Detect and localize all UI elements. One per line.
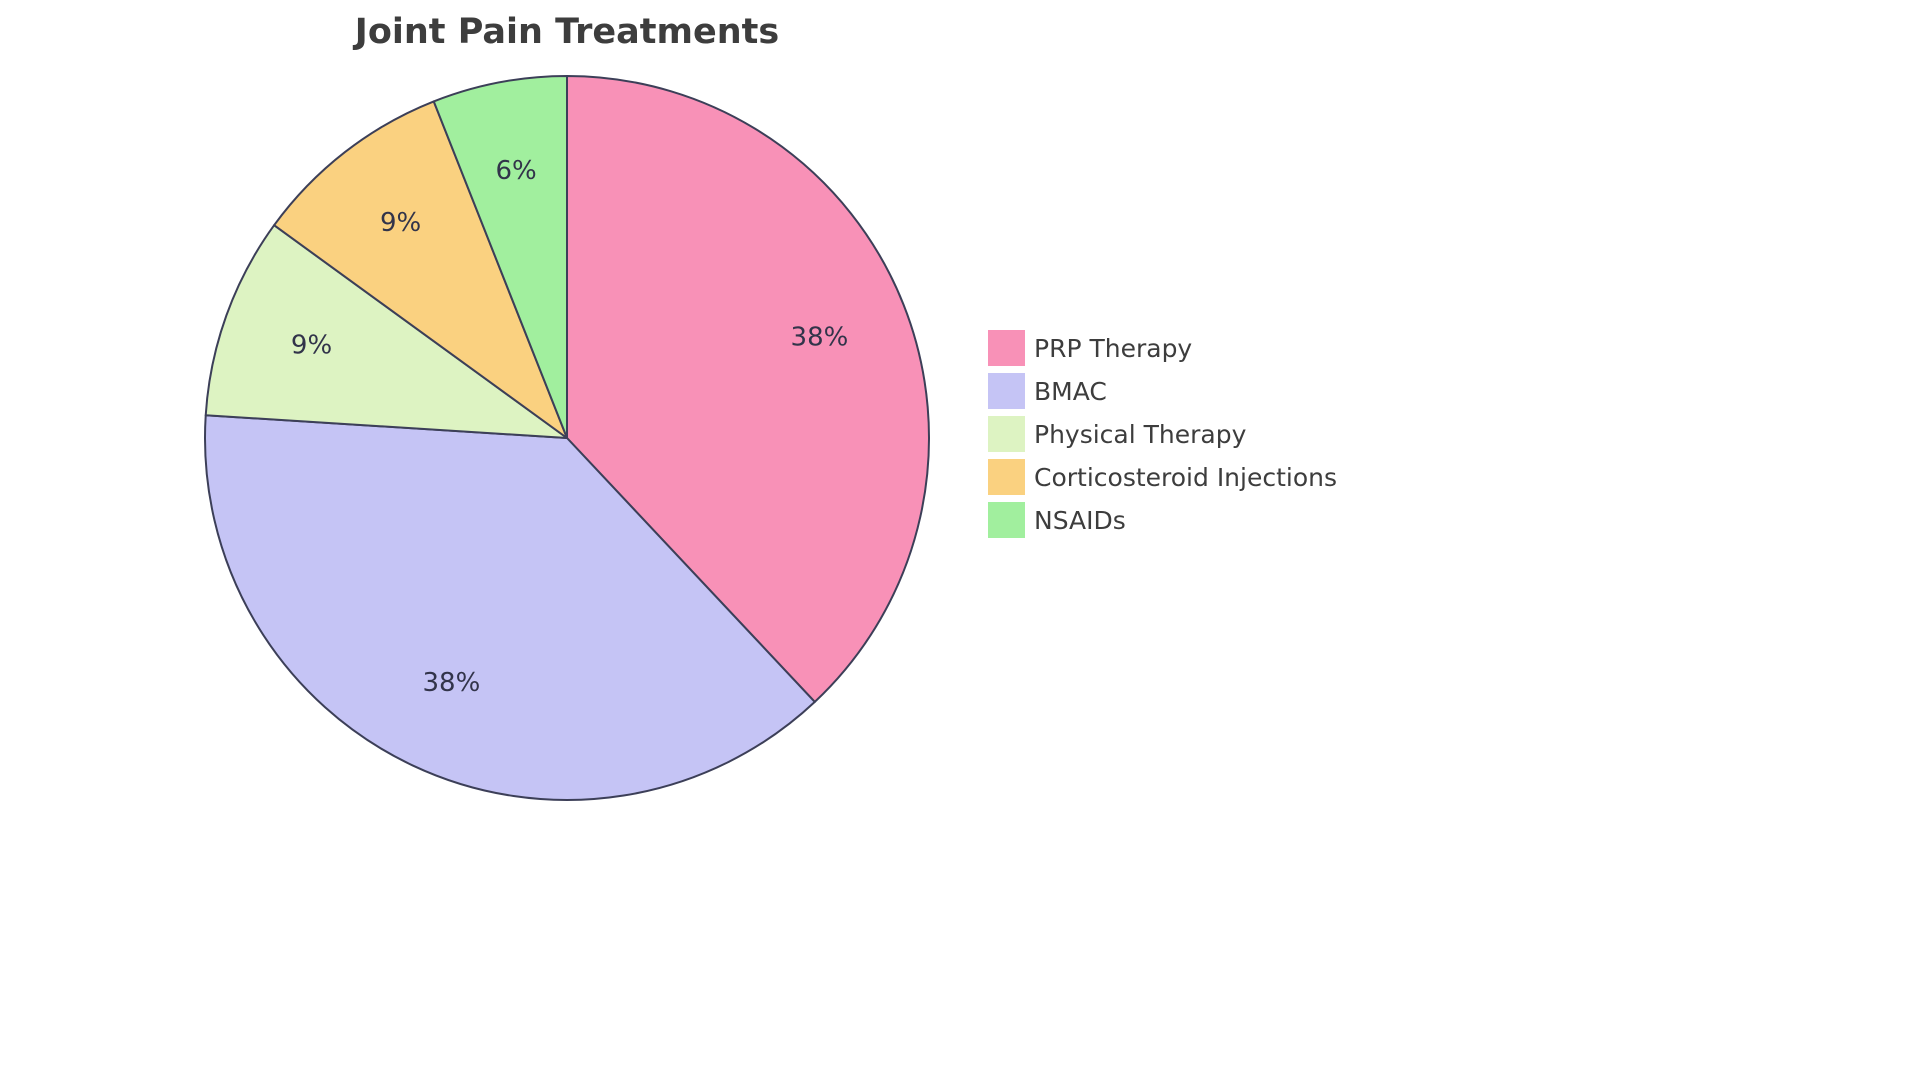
legend-item-nsaids[interactable]: NSAIDs — [988, 502, 1337, 538]
legend-item-prp-therapy[interactable]: PRP Therapy — [988, 330, 1337, 366]
legend-label-physical-therapy: Physical Therapy — [1034, 419, 1247, 449]
slice-percent-label-prp-therapy: 38% — [791, 323, 849, 353]
chart-title: Joint Pain Treatments — [354, 12, 780, 52]
pie-slice-nsaids — [432, 75, 568, 439]
legend-label-nsaids: NSAIDs — [1034, 505, 1126, 535]
legend-swatch-corticosteroid-injections — [988, 459, 1025, 495]
pie-slice-bmac — [204, 414, 816, 801]
pie-slice-corticosteroid-injections — [273, 100, 568, 439]
legend-item-corticosteroid-injections[interactable]: Corticosteroid Injections — [988, 459, 1337, 495]
pie-slice-prp-therapy — [566, 75, 930, 703]
legend-item-physical-therapy[interactable]: Physical Therapy — [988, 416, 1337, 452]
legend-swatch-physical-therapy — [988, 416, 1025, 452]
slice-percent-label-bmac: 38% — [423, 668, 481, 698]
legend-label-prp-therapy: PRP Therapy — [1034, 333, 1193, 363]
legend-item-bmac[interactable]: BMAC — [988, 373, 1337, 409]
slice-percent-label-corticosteroid-injections: 9% — [380, 208, 421, 238]
legend-swatch-bmac — [988, 373, 1025, 409]
legend-swatch-nsaids — [988, 502, 1025, 538]
legend-swatch-prp-therapy — [988, 330, 1025, 366]
pie-slice-physical-therapy — [204, 224, 568, 439]
slice-percent-label-nsaids: 6% — [496, 156, 537, 186]
legend-label-corticosteroid-injections: Corticosteroid Injections — [1034, 462, 1338, 492]
slice-percent-label-physical-therapy: 9% — [291, 331, 332, 361]
legend-label-bmac: BMAC — [1034, 376, 1107, 406]
chart-legend: PRP Therapy BMAC Physical Therapy Corticost… — [988, 330, 1337, 545]
